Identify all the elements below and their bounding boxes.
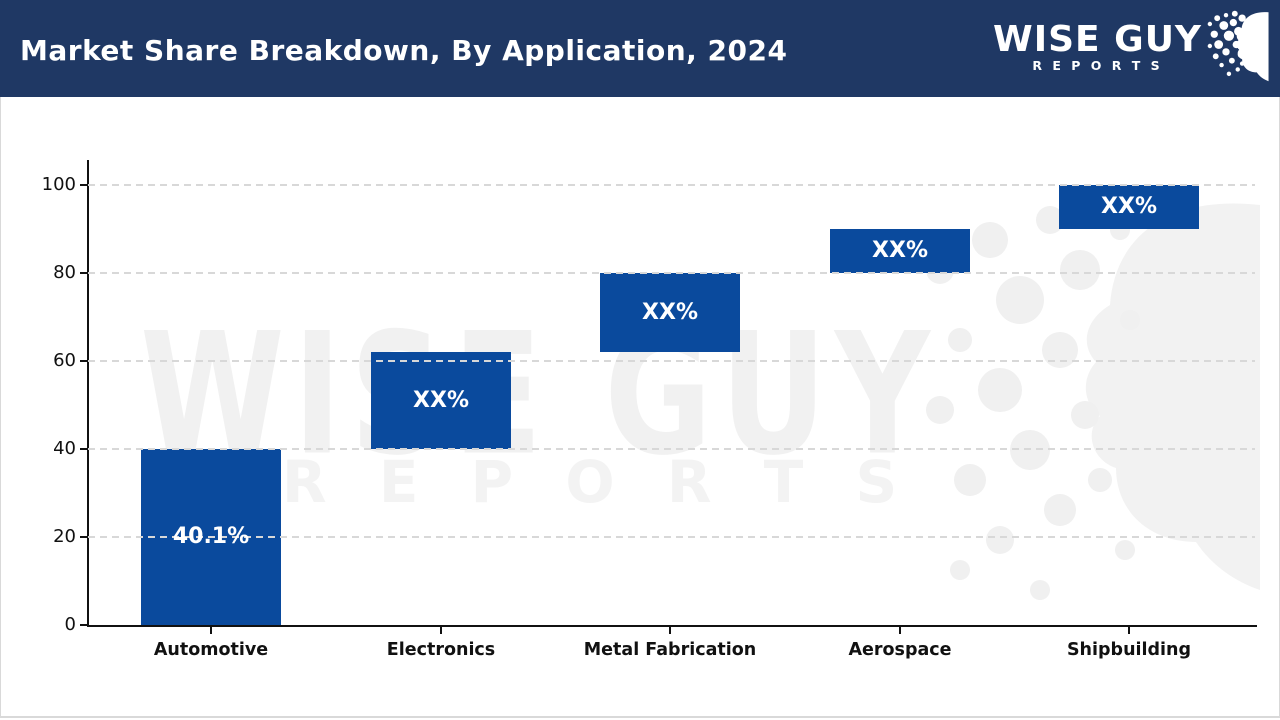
waterfall-bar — [371, 352, 511, 449]
y-tick-label: 60 — [53, 350, 76, 371]
logo-text: WISE GUY R E P O R T S — [993, 19, 1202, 73]
y-tick-label: 0 — [64, 614, 76, 635]
x-category-label: Metal Fabrication — [583, 640, 757, 660]
y-tick-mark — [80, 272, 88, 274]
y-gridline — [88, 272, 1255, 274]
footer-hairline — [0, 716, 1280, 718]
bar-value-label: XX% — [642, 300, 698, 325]
watermark-text-reports: R E P O R T S — [282, 448, 914, 516]
x-category-label: Shipbuilding — [1066, 640, 1192, 660]
x-tick-mark — [440, 627, 442, 634]
x-category-label: Aerospace — [848, 640, 952, 660]
x-tick-mark — [1128, 627, 1130, 634]
y-tick-mark — [80, 448, 88, 450]
waterfall-bar — [830, 229, 970, 273]
y-axis-line — [87, 160, 89, 627]
waterfall-bar — [600, 273, 740, 352]
y-tick-label: 80 — [53, 262, 76, 283]
y-tick-mark — [80, 536, 88, 538]
bar-value-label: 40.1% — [172, 524, 250, 549]
y-gridline — [88, 536, 1255, 538]
y-tick-mark — [80, 624, 88, 626]
logo-face-icon — [1207, 10, 1269, 82]
y-tick-label: 100 — [41, 174, 76, 195]
bar-value-label: XX% — [1101, 194, 1157, 219]
bar-value-label: XX% — [413, 388, 469, 413]
y-tick-label: 20 — [53, 526, 76, 547]
y-tick-mark — [80, 184, 88, 186]
frame-border-left — [0, 97, 1, 718]
waterfall-bar — [1059, 185, 1199, 229]
bar-value-label: XX% — [872, 238, 928, 263]
y-gridline — [88, 360, 1255, 362]
wiseguy-logo: WISE GUY R E P O R T S — [993, 6, 1270, 86]
x-tick-mark — [899, 627, 901, 634]
page-title: Market Share Breakdown, By Application, … — [20, 34, 788, 67]
x-axis-line — [87, 625, 1257, 627]
y-gridline — [88, 184, 1255, 186]
x-tick-mark — [669, 627, 671, 634]
logo-subtitle: R E P O R T S — [1032, 58, 1163, 73]
y-tick-mark — [80, 360, 88, 362]
x-category-label: Electronics — [386, 640, 496, 660]
x-tick-mark — [210, 627, 212, 634]
header: Market Share Breakdown, By Application, … — [0, 0, 1280, 97]
x-category-label: Automotive — [153, 640, 269, 660]
watermark-face-icon — [926, 203, 1260, 600]
logo-wordmark: WISE GUY — [992, 19, 1202, 60]
y-tick-label: 40 — [53, 438, 76, 459]
y-gridline — [88, 448, 1255, 450]
